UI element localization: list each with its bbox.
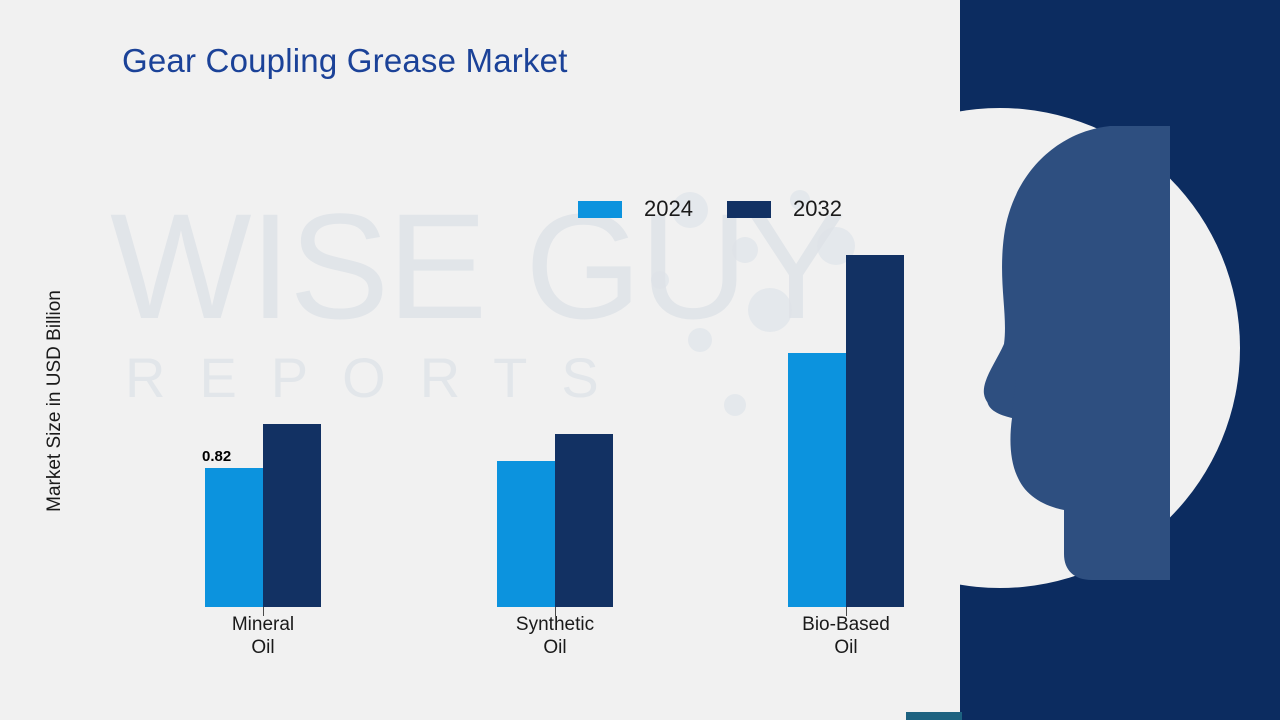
panel-head-profile-icon [983,126,1170,580]
x-axis-category-label: Bio-Based Oil [802,614,890,658]
plot-area: Mineral Oil Synthetic Oil Bio-Based Oil 0.82 [202,255,904,658]
page-title: Gear Coupling Grease Market [122,42,568,79]
bar-2032-group3[interactable] [846,255,904,607]
x-axis-category-label: Mineral Oil [231,614,295,658]
bar-data-label: 0.82 [202,448,232,465]
legend-label-2024: 2024 [644,196,693,221]
legend-swatch-2024 [578,200,622,218]
bar-2032-group1[interactable] [263,424,321,607]
bar-chart: Market Size in USD Billion 2024 2032 Min… [44,196,904,658]
legend-label-2032: 2032 [793,196,842,221]
bottom-accent-strip [0,712,962,720]
brand-panel: WISE GUY R E P O R T S [960,0,1280,720]
x-axis-category-label: Synthetic Oil [515,614,595,658]
x-axis-tick [263,607,264,616]
bar-2024-group2[interactable] [497,461,555,607]
legend-swatch-2032 [727,200,771,218]
bar-2024-group3[interactable] [788,353,846,607]
bar-2032-group2[interactable] [555,434,613,607]
x-axis-tick [555,607,556,616]
bar-2024-group1[interactable] [205,468,263,607]
legend-item-2024[interactable]: 2024 [578,196,693,222]
legend-item-2032[interactable]: 2032 [727,196,842,222]
x-axis-tick [846,607,847,616]
